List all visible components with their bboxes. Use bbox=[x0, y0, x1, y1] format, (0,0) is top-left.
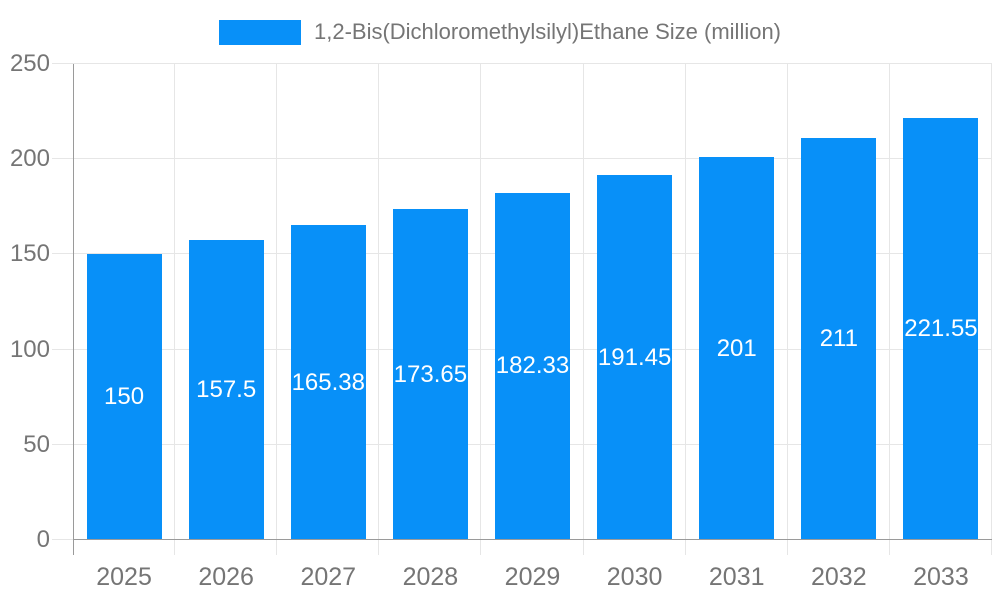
x-gridline bbox=[888, 64, 890, 555]
y-axis-line bbox=[73, 64, 74, 555]
y-gridline bbox=[52, 63, 992, 64]
x-gridline bbox=[480, 64, 482, 555]
x-gridline bbox=[786, 64, 788, 555]
bar-value-label: 165.38 bbox=[291, 368, 365, 396]
x-axis-tick-label: 2031 bbox=[708, 563, 765, 591]
x-axis-tick-label: 2030 bbox=[606, 563, 663, 591]
y-axis-tick-label: 0 bbox=[36, 526, 50, 553]
x-axis-tick-label: 2033 bbox=[913, 563, 969, 591]
y-axis-tick-label: 200 bbox=[9, 145, 50, 173]
y-tick bbox=[52, 539, 73, 540]
legend: 1,2-Bis(Dichloromethylsilyl)Ethane Size … bbox=[0, 19, 1000, 45]
legend-label: 1,2-Bis(Dichloromethylsilyl)Ethane Size … bbox=[313, 19, 782, 44]
x-gridline bbox=[991, 64, 992, 555]
bar[interactable]: 191.45 bbox=[597, 175, 673, 540]
bar[interactable]: 173.65 bbox=[392, 209, 468, 540]
y-gridline bbox=[52, 158, 992, 160]
bar-value-label: 221.55 bbox=[904, 315, 978, 343]
bar-value-label: 157.5 bbox=[196, 376, 257, 404]
bar[interactable]: 211 bbox=[801, 138, 877, 540]
x-gridline bbox=[276, 64, 278, 555]
bar[interactable]: 182.33 bbox=[495, 192, 570, 540]
x-gridline bbox=[684, 64, 686, 555]
plot-area: 0 50 100 150 200 250 150 2025 157.5 2026 165.38 202… bbox=[10, 52, 992, 591]
x-gridline bbox=[582, 64, 584, 555]
y-axis-tick-label: 250 bbox=[9, 50, 50, 77]
bar[interactable]: 201 bbox=[699, 157, 775, 540]
x-gridline bbox=[378, 64, 380, 555]
bar-value-label: 211 bbox=[819, 325, 858, 353]
y-axis-tick-label: 150 bbox=[9, 240, 50, 268]
bar-value-label: 150 bbox=[104, 383, 145, 411]
x-axis-tick-label: 2029 bbox=[504, 563, 561, 591]
bar-value-label: 191.45 bbox=[597, 343, 672, 371]
bar[interactable]: 157.5 bbox=[188, 240, 264, 540]
x-gridline bbox=[174, 64, 176, 555]
x-axis-tick-label: 2028 bbox=[402, 563, 459, 591]
legend-item[interactable]: 1,2-Bis(Dichloromethylsilyl)Ethane Size … bbox=[218, 19, 782, 45]
bar[interactable]: 165.38 bbox=[290, 225, 366, 540]
x-axis-tick-label: 2027 bbox=[300, 563, 357, 591]
x-axis-tick-label: 2026 bbox=[198, 563, 254, 591]
x-axis-line bbox=[73, 539, 992, 540]
x-axis-tick-label: 2025 bbox=[96, 563, 152, 591]
bar-value-label: 182.33 bbox=[495, 352, 570, 380]
y-axis-tick-label: 100 bbox=[9, 335, 50, 363]
x-axis-tick-label: 2032 bbox=[811, 563, 867, 591]
bar[interactable]: 150 bbox=[86, 254, 162, 540]
bar-value-label: 201 bbox=[716, 334, 757, 362]
legend-swatch-icon bbox=[218, 19, 301, 45]
y-axis-tick-label: 50 bbox=[23, 430, 50, 458]
bar-value-label: 173.65 bbox=[393, 360, 468, 388]
bar[interactable]: 221.55 bbox=[903, 118, 979, 540]
